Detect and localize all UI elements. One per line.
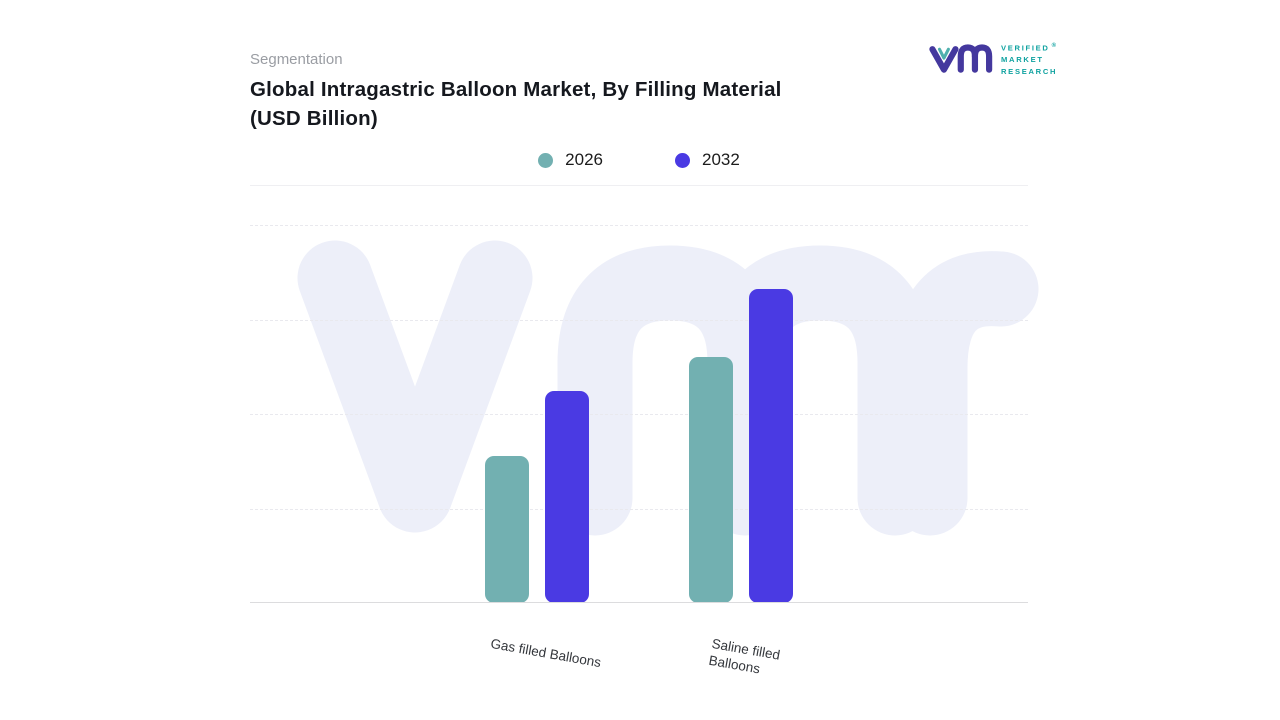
legend-swatch-2026-icon bbox=[538, 152, 554, 168]
gridline bbox=[250, 414, 1028, 415]
legend-label-2032: 2032 bbox=[702, 150, 740, 169]
x-axis-baseline bbox=[250, 602, 1028, 603]
gridline bbox=[250, 508, 1028, 510]
bar-2032-saline-filled-balloons bbox=[749, 289, 793, 603]
registered-mark: ® bbox=[1051, 42, 1057, 49]
bar-2032-gas-filled-balloons bbox=[545, 391, 589, 603]
category-label-gas-filled-balloons: Gas filled Balloons bbox=[489, 635, 603, 671]
logo-line-research: RESEARCH bbox=[1001, 66, 1058, 76]
legend-item-2026: 2026 bbox=[538, 150, 603, 170]
vmr-logo-mark-icon bbox=[929, 44, 993, 73]
category-label-saline-filled-balloons: Saline filled Balloons bbox=[707, 635, 782, 677]
gridline bbox=[250, 319, 1028, 321]
legend-swatch-2032-icon bbox=[675, 152, 690, 168]
header-divider bbox=[250, 185, 1028, 186]
segmentation-label: Segmentation bbox=[250, 51, 343, 68]
logo-line-market: MARKET bbox=[1001, 55, 1044, 65]
chart-title-line2: (USD Billion) bbox=[250, 107, 378, 130]
bar-group-gas-filled-balloons: Gas filled Balloons bbox=[485, 225, 602, 670]
legend-item-2032: 2032 bbox=[675, 150, 740, 170]
bar-chart: Gas filled Balloons Saline filled Balloons bbox=[250, 225, 1039, 676]
plot-area: Gas filled Balloons Saline filled Balloons bbox=[250, 225, 1028, 676]
legend-label-2026: 2026 bbox=[565, 150, 603, 169]
chart-title: Global Intragastric Balloon Market, By F… bbox=[250, 75, 782, 133]
vmr-logo-text: VERIFIED ® MARKET RESEARCH bbox=[1001, 41, 1057, 77]
chart-panel: Segmentation Global Intragastric Balloon… bbox=[250, 0, 1039, 720]
logo-line-verified: VERIFIED ® bbox=[1001, 42, 1057, 53]
legend: 2026 2032 bbox=[250, 150, 1028, 170]
chart-title-line1: Global Intragastric Balloon Market, By F… bbox=[250, 78, 782, 101]
gridline bbox=[250, 225, 1028, 226]
bar-2026-gas-filled-balloons bbox=[485, 455, 529, 603]
vmr-logo: VERIFIED ® MARKET RESEARCH bbox=[928, 40, 1057, 78]
bar-group-saline-filled-balloons: Saline filled Balloons bbox=[689, 225, 793, 676]
bar-2026-saline-filled-balloons bbox=[689, 357, 733, 603]
